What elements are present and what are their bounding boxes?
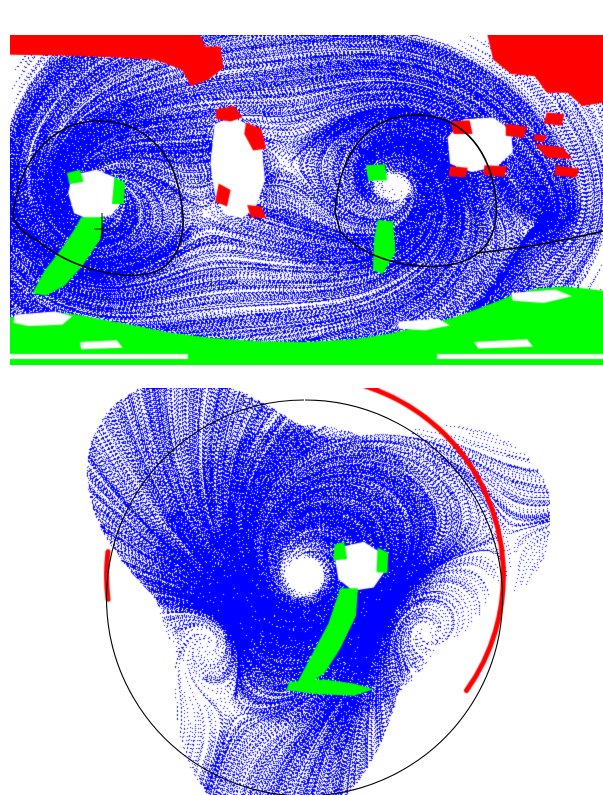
separatrix-curve <box>334 114 497 268</box>
streamline-field-top <box>10 35 603 365</box>
separatrix-curve <box>12 120 184 276</box>
crosshair-marker <box>94 213 110 240</box>
equirectangular-projection-panel <box>10 35 603 365</box>
streamline-field-bottom <box>60 388 550 795</box>
separatrix-curve <box>475 230 603 254</box>
polar-projection-panel <box>60 388 550 795</box>
separatrix-overlay-bottom <box>105 399 504 795</box>
separatrix-overlay-top <box>12 114 603 276</box>
separatrix-curve <box>105 399 504 795</box>
